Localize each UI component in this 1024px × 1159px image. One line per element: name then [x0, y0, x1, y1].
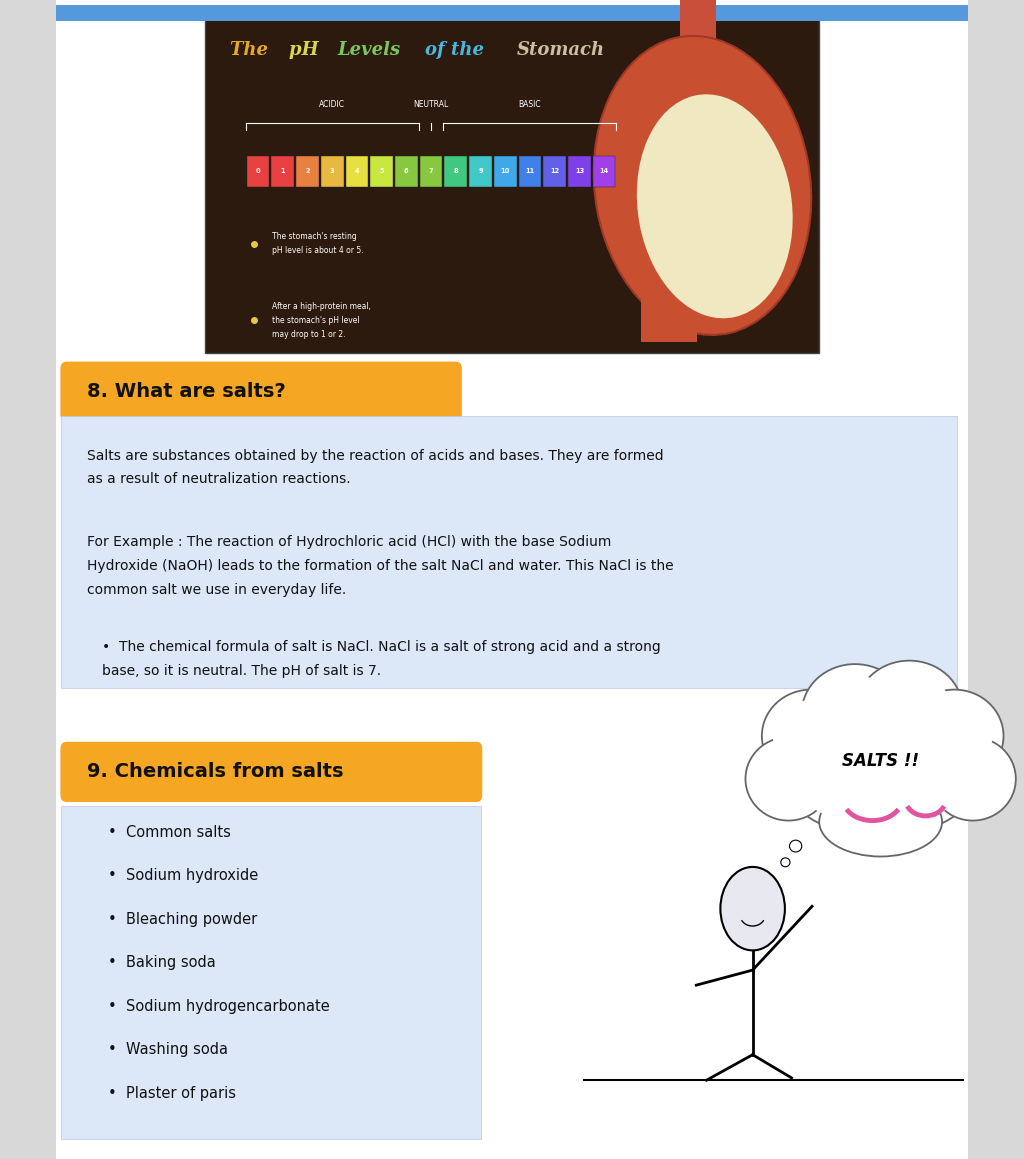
Ellipse shape [834, 795, 928, 848]
Ellipse shape [745, 737, 831, 821]
Text: •  Baking soda: • Baking soda [108, 955, 215, 970]
FancyBboxPatch shape [544, 155, 566, 187]
FancyBboxPatch shape [420, 155, 442, 187]
Ellipse shape [594, 36, 811, 335]
Text: •  Plaster of paris: • Plaster of paris [108, 1086, 236, 1101]
Text: •  The chemical formula of salt is NaCl. NaCl is a salt of strong acid and a str: • The chemical formula of salt is NaCl. … [102, 640, 662, 678]
Text: Salts are substances obtained by the reaction of acids and bases. They are forme: Salts are substances obtained by the rea… [87, 449, 664, 487]
FancyBboxPatch shape [61, 806, 481, 1139]
Text: 8: 8 [454, 168, 458, 175]
FancyBboxPatch shape [321, 155, 344, 187]
Text: 5: 5 [380, 168, 384, 175]
Text: 6: 6 [404, 168, 409, 175]
Text: 10: 10 [501, 168, 510, 175]
Text: BASIC: BASIC [518, 101, 542, 109]
Ellipse shape [637, 94, 793, 319]
Text: of the: of the [425, 41, 490, 59]
Ellipse shape [762, 690, 860, 782]
Text: CREATIVE: CREATIVE [629, 326, 846, 602]
Text: After a high-protein meal,
the stomach's pH level
may drop to 1 or 2.: After a high-protein meal, the stomach's… [272, 302, 372, 338]
Text: The stomach's resting
pH level is about 4 or 5.: The stomach's resting pH level is about … [272, 233, 364, 255]
FancyBboxPatch shape [247, 155, 269, 187]
Text: 4: 4 [354, 168, 359, 175]
Text: •  Common salts: • Common salts [108, 825, 230, 839]
Text: NEUTRAL: NEUTRAL [414, 101, 449, 109]
Ellipse shape [721, 867, 784, 950]
Ellipse shape [790, 840, 802, 852]
FancyBboxPatch shape [56, 0, 968, 1159]
Ellipse shape [781, 858, 791, 867]
Ellipse shape [905, 690, 1004, 782]
Ellipse shape [802, 664, 908, 761]
FancyBboxPatch shape [680, 0, 716, 70]
Text: •  Washing soda: • Washing soda [108, 1042, 227, 1057]
Text: ACIDIC: ACIDIC [319, 101, 345, 109]
Ellipse shape [791, 720, 971, 826]
Text: pH: pH [289, 41, 325, 59]
Ellipse shape [814, 675, 896, 751]
Text: •  Bleaching powder: • Bleaching powder [108, 912, 257, 927]
Text: 14: 14 [599, 168, 608, 175]
Text: SALTS !!: SALTS !! [842, 752, 920, 771]
Text: 2: 2 [305, 168, 310, 175]
FancyBboxPatch shape [494, 155, 516, 187]
Text: 9: 9 [478, 168, 483, 175]
Ellipse shape [819, 787, 942, 857]
Text: 7: 7 [429, 168, 433, 175]
Ellipse shape [780, 709, 981, 837]
Text: 12: 12 [550, 168, 559, 175]
FancyBboxPatch shape [593, 155, 615, 187]
FancyBboxPatch shape [60, 362, 462, 422]
Ellipse shape [773, 700, 849, 772]
Text: 13: 13 [574, 168, 584, 175]
Ellipse shape [916, 700, 992, 772]
Text: Levels: Levels [338, 41, 408, 59]
Text: 11: 11 [525, 168, 535, 175]
Text: CREATIVE: CREATIVE [485, 152, 702, 428]
Text: 8. What are salts?: 8. What are salts? [87, 382, 286, 401]
Text: The: The [230, 41, 274, 59]
FancyBboxPatch shape [444, 155, 467, 187]
Text: 3: 3 [330, 168, 335, 175]
FancyBboxPatch shape [395, 155, 418, 187]
Text: LEARNING: LEARNING [726, 480, 953, 772]
FancyBboxPatch shape [518, 155, 542, 187]
FancyBboxPatch shape [641, 290, 697, 342]
Ellipse shape [930, 737, 1016, 821]
FancyBboxPatch shape [346, 155, 369, 187]
FancyBboxPatch shape [61, 416, 957, 688]
FancyBboxPatch shape [968, 0, 1024, 1159]
Text: •  Sodium hydrogencarbonate: • Sodium hydrogencarbonate [108, 999, 330, 1014]
Ellipse shape [856, 661, 963, 758]
FancyBboxPatch shape [60, 742, 482, 802]
Ellipse shape [868, 671, 950, 748]
Text: For Example : The reaction of Hydrochloric acid (HCl) with the base Sodium
Hydro: For Example : The reaction of Hydrochlor… [87, 535, 674, 597]
FancyBboxPatch shape [205, 17, 819, 353]
Ellipse shape [939, 746, 1007, 811]
Ellipse shape [755, 746, 822, 811]
FancyBboxPatch shape [469, 155, 492, 187]
Text: 1: 1 [281, 168, 285, 175]
FancyBboxPatch shape [0, 0, 56, 1159]
FancyBboxPatch shape [371, 155, 393, 187]
FancyBboxPatch shape [568, 155, 591, 187]
Text: •  Sodium hydroxide: • Sodium hydroxide [108, 868, 258, 883]
Text: 0: 0 [256, 168, 260, 175]
Text: Stomach: Stomach [517, 41, 605, 59]
FancyBboxPatch shape [56, 5, 968, 21]
Text: 9. Chemicals from salts: 9. Chemicals from salts [87, 763, 343, 781]
FancyBboxPatch shape [271, 155, 294, 187]
FancyBboxPatch shape [296, 155, 318, 187]
